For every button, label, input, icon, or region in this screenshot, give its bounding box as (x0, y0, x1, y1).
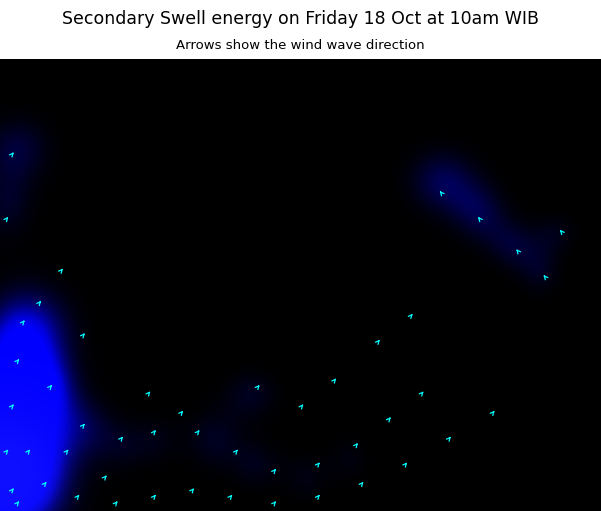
Text: Secondary Swell energy on Friday 18 Oct at 10am WIB: Secondary Swell energy on Friday 18 Oct … (62, 10, 539, 28)
Text: Arrows show the wind wave direction: Arrows show the wind wave direction (176, 39, 425, 52)
